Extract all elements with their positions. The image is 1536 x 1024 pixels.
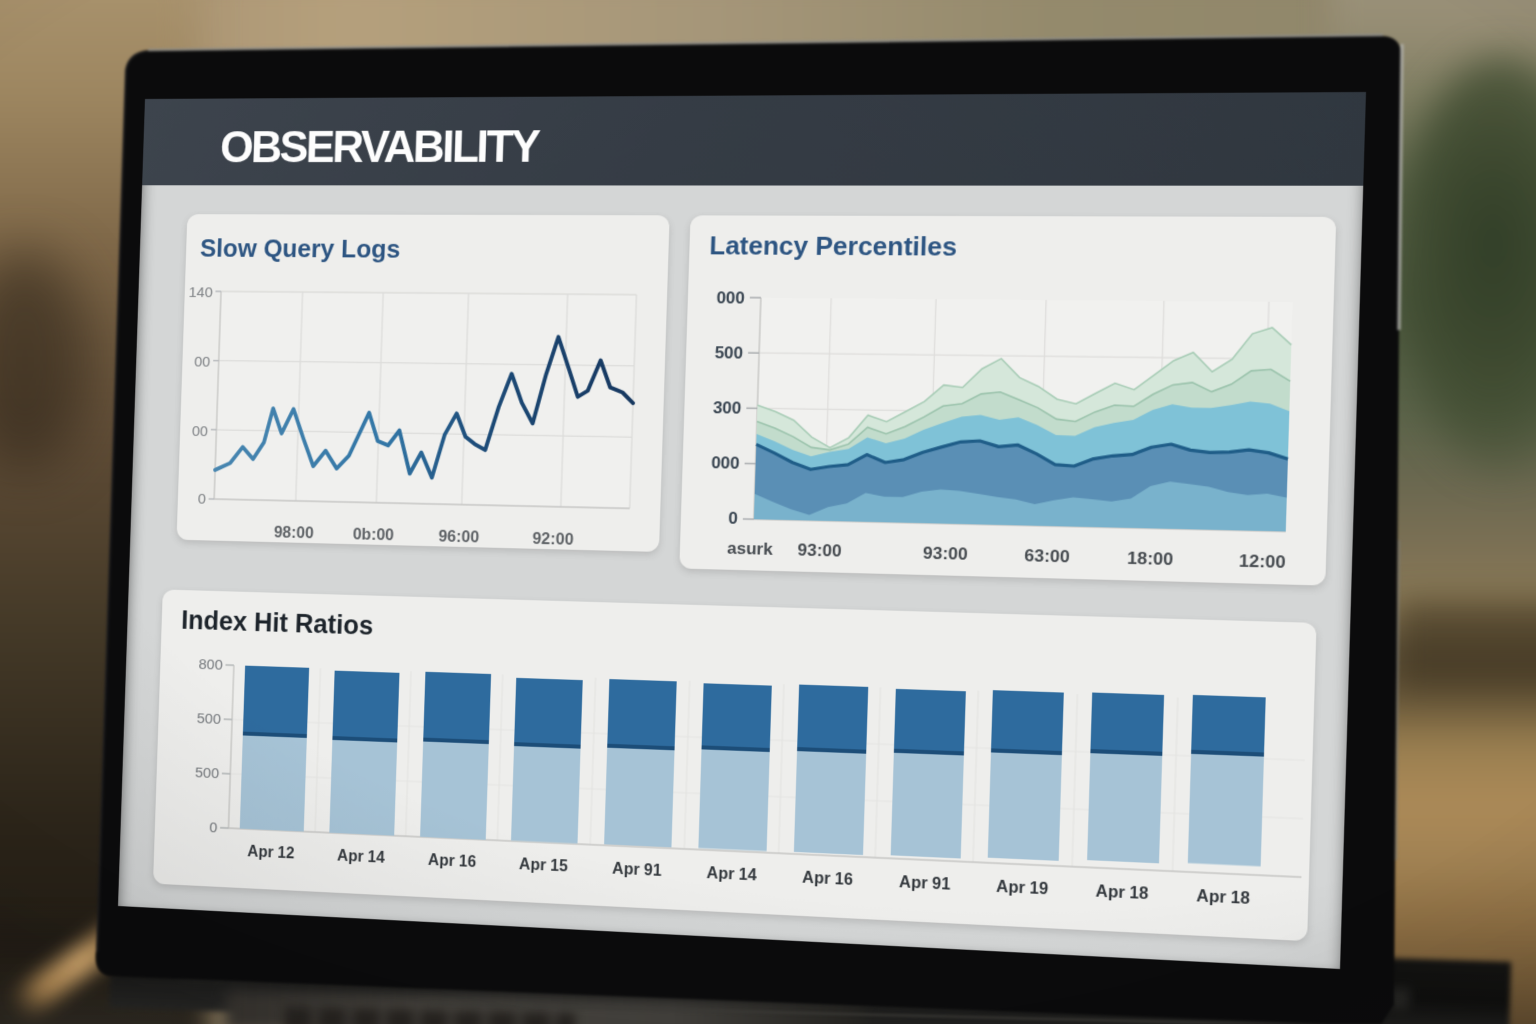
svg-text:Apr 18: Apr 18 (1196, 887, 1250, 908)
svg-text:000: 000 (716, 289, 745, 307)
svg-text:000: 000 (711, 454, 740, 473)
svg-text:93:00: 93:00 (923, 545, 969, 565)
svg-text:Apr 12: Apr 12 (247, 843, 294, 863)
svg-text:0b:00: 0b:00 (353, 526, 395, 545)
svg-text:Apr 15: Apr 15 (519, 855, 568, 875)
svg-text:Apr 91: Apr 91 (899, 873, 951, 894)
svg-text:asurk: asurk (727, 540, 773, 559)
svg-text:12:00: 12:00 (1239, 552, 1286, 572)
svg-text:500: 500 (196, 711, 221, 728)
svg-text:96:00: 96:00 (438, 528, 479, 547)
svg-text:18:00: 18:00 (1127, 550, 1174, 570)
svg-text:92:00: 92:00 (532, 530, 574, 549)
svg-text:Apr 16: Apr 16 (802, 869, 853, 890)
svg-text:63:00: 63:00 (1024, 547, 1070, 567)
svg-text:0: 0 (209, 820, 218, 837)
svg-text:Apr 14: Apr 14 (706, 864, 757, 885)
svg-text:Apr 18: Apr 18 (1095, 882, 1148, 903)
svg-text:Apr 91: Apr 91 (612, 860, 662, 880)
svg-text:Apr 14: Apr 14 (337, 847, 386, 867)
svg-text:00: 00 (194, 354, 211, 371)
svg-text:800: 800 (198, 656, 223, 673)
svg-text:0: 0 (197, 491, 206, 508)
svg-text:98:00: 98:00 (274, 524, 314, 543)
svg-text:Apr 19: Apr 19 (996, 878, 1048, 899)
svg-text:300: 300 (713, 399, 742, 418)
svg-text:93:00: 93:00 (797, 541, 842, 560)
svg-text:140: 140 (188, 285, 213, 302)
svg-text:00: 00 (192, 423, 209, 440)
svg-text:0: 0 (728, 510, 738, 528)
svg-text:500: 500 (195, 765, 220, 783)
svg-text:500: 500 (714, 344, 743, 363)
svg-text:Apr 16: Apr 16 (428, 851, 477, 871)
